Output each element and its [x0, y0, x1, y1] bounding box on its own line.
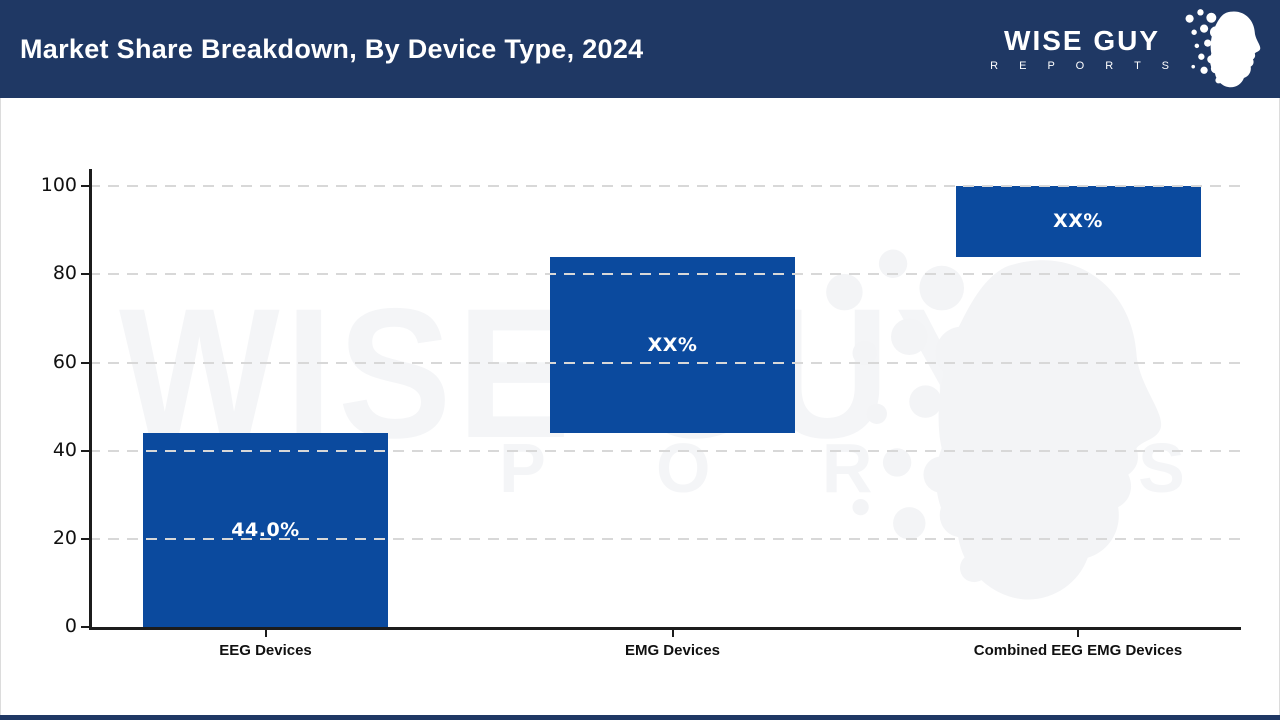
- y-gridline: [89, 361, 1241, 364]
- y-axis-tick-mark: [81, 185, 89, 188]
- y-axis-tick-mark: [81, 537, 89, 540]
- bar-value-label: 44.0%: [231, 519, 300, 542]
- y-axis-tick-label: 100: [40, 174, 77, 197]
- header-bar: Market Share Breakdown, By Device Type, …: [0, 0, 1280, 98]
- brand-logo-text: WISE GUY R E P O R T S: [986, 24, 1178, 72]
- x-axis-category-label: EMG Devices: [624, 642, 721, 659]
- y-axis-tick-mark: [81, 449, 89, 452]
- y-axis-tick-label: 60: [52, 350, 77, 373]
- bar: 44.0%: [143, 433, 388, 627]
- y-axis-tick-mark: [81, 273, 89, 276]
- y-axis-tick-mark: [81, 626, 89, 628]
- watermark-head-icon: [826, 249, 1162, 600]
- x-axis-tick-mark: [671, 629, 674, 637]
- y-axis-tick-label: 40: [52, 438, 77, 461]
- y-gridline: [89, 449, 1241, 452]
- y-axis-tick-label: 80: [52, 262, 77, 285]
- bar: XX%: [955, 186, 1201, 257]
- y-axis-tick-label: 20: [52, 526, 77, 549]
- x-axis-line: [89, 627, 1241, 630]
- x-axis-tick-mark: [264, 629, 267, 637]
- brand-name: WISE GUY: [1004, 24, 1161, 56]
- bar-value-label: XX%: [647, 333, 698, 356]
- y-gridline: [89, 185, 1241, 188]
- x-axis-category-label: EEG Devices: [219, 642, 312, 659]
- footer-accent-bar: [0, 715, 1280, 720]
- y-gridline: [89, 273, 1241, 276]
- brand-logo: WISE GUY R E P O R T S: [986, 0, 1266, 98]
- bar: XX%: [550, 256, 795, 434]
- x-axis-category-label: Combined EEG EMG Devices: [973, 642, 1183, 659]
- x-axis-tick-mark: [1077, 629, 1079, 637]
- page-title: Market Share Breakdown, By Device Type, …: [20, 33, 644, 64]
- chart-card: WISE GUY R E P O R T S 0 20 40 60 80 100 44.0%…: [0, 98, 1280, 716]
- y-axis-tick-label: 0: [64, 615, 77, 637]
- brand-head-icon: [1185, 9, 1261, 88]
- bar-value-label: XX%: [1053, 210, 1103, 233]
- brand-subtitle: R E P O R T S: [990, 59, 1178, 72]
- y-axis-tick-mark: [81, 361, 89, 364]
- y-gridline: [89, 537, 1241, 540]
- y-axis-line: [89, 169, 92, 629]
